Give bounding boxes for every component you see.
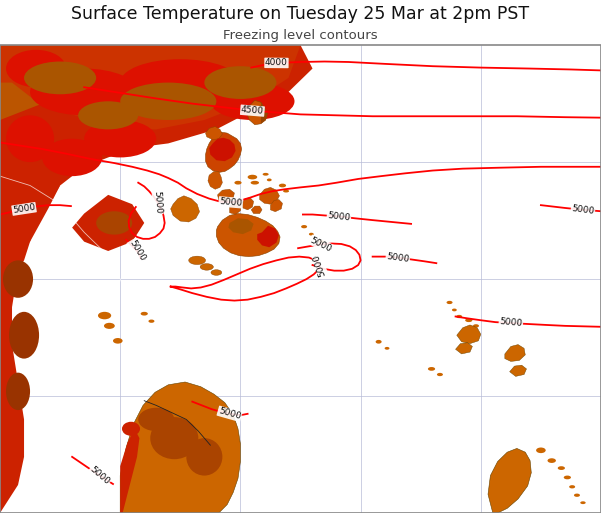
Ellipse shape bbox=[6, 50, 66, 87]
Polygon shape bbox=[505, 345, 525, 362]
Ellipse shape bbox=[210, 83, 294, 120]
Text: 5000: 5000 bbox=[312, 253, 328, 278]
Ellipse shape bbox=[141, 312, 148, 315]
Ellipse shape bbox=[318, 240, 324, 243]
Polygon shape bbox=[488, 448, 531, 513]
Text: Surface Temperature on Tuesday 25 Mar at 2pm PST: Surface Temperature on Tuesday 25 Mar at… bbox=[72, 5, 529, 23]
Polygon shape bbox=[230, 201, 242, 214]
Text: 4000: 4000 bbox=[265, 58, 288, 68]
Polygon shape bbox=[206, 127, 222, 140]
Ellipse shape bbox=[84, 120, 156, 157]
Polygon shape bbox=[216, 213, 280, 256]
Text: 5000: 5000 bbox=[12, 203, 36, 215]
Ellipse shape bbox=[279, 184, 286, 187]
Polygon shape bbox=[260, 187, 279, 204]
Polygon shape bbox=[510, 365, 526, 377]
Ellipse shape bbox=[113, 338, 123, 344]
Ellipse shape bbox=[3, 261, 33, 298]
Polygon shape bbox=[457, 325, 481, 344]
Polygon shape bbox=[270, 200, 282, 212]
Polygon shape bbox=[0, 45, 150, 120]
Ellipse shape bbox=[189, 256, 206, 265]
Text: 5000: 5000 bbox=[88, 465, 111, 486]
Polygon shape bbox=[246, 101, 267, 125]
Text: 5000: 5000 bbox=[309, 235, 333, 253]
Ellipse shape bbox=[211, 270, 222, 275]
Ellipse shape bbox=[200, 264, 213, 270]
Ellipse shape bbox=[574, 494, 580, 497]
Text: 5000: 5000 bbox=[327, 211, 351, 222]
Polygon shape bbox=[72, 195, 144, 251]
Text: 5000: 5000 bbox=[127, 239, 147, 263]
Polygon shape bbox=[209, 138, 236, 161]
Ellipse shape bbox=[428, 367, 435, 371]
Polygon shape bbox=[218, 189, 234, 202]
Polygon shape bbox=[0, 45, 300, 129]
Polygon shape bbox=[456, 343, 472, 354]
Ellipse shape bbox=[581, 501, 586, 504]
Ellipse shape bbox=[437, 373, 443, 376]
Polygon shape bbox=[251, 206, 262, 213]
Polygon shape bbox=[242, 198, 254, 210]
Ellipse shape bbox=[234, 181, 242, 185]
Ellipse shape bbox=[309, 233, 314, 235]
Polygon shape bbox=[171, 196, 200, 222]
Ellipse shape bbox=[148, 320, 154, 323]
Ellipse shape bbox=[283, 190, 289, 192]
Text: 5000: 5000 bbox=[152, 190, 163, 214]
Ellipse shape bbox=[473, 324, 479, 327]
Ellipse shape bbox=[204, 66, 276, 99]
Ellipse shape bbox=[6, 372, 30, 410]
Text: 5000: 5000 bbox=[218, 406, 242, 421]
Ellipse shape bbox=[30, 69, 138, 115]
Ellipse shape bbox=[301, 225, 307, 228]
Ellipse shape bbox=[385, 347, 389, 350]
Text: 5000: 5000 bbox=[219, 197, 243, 208]
Ellipse shape bbox=[24, 62, 96, 94]
Polygon shape bbox=[206, 132, 242, 172]
Ellipse shape bbox=[122, 422, 140, 436]
Polygon shape bbox=[0, 186, 60, 513]
Ellipse shape bbox=[267, 179, 272, 181]
Ellipse shape bbox=[248, 175, 257, 180]
Polygon shape bbox=[228, 218, 254, 234]
Ellipse shape bbox=[150, 417, 198, 459]
Ellipse shape bbox=[548, 458, 556, 463]
Ellipse shape bbox=[78, 101, 138, 129]
Ellipse shape bbox=[376, 340, 382, 344]
Ellipse shape bbox=[120, 59, 240, 106]
Text: 5000: 5000 bbox=[386, 251, 410, 264]
Polygon shape bbox=[257, 226, 279, 247]
Ellipse shape bbox=[263, 173, 269, 175]
Ellipse shape bbox=[569, 485, 575, 488]
Ellipse shape bbox=[456, 315, 462, 318]
Ellipse shape bbox=[251, 181, 259, 185]
Polygon shape bbox=[208, 171, 222, 189]
Polygon shape bbox=[261, 102, 267, 124]
Ellipse shape bbox=[6, 115, 54, 162]
Ellipse shape bbox=[465, 319, 472, 322]
Text: Freezing level contours: Freezing level contours bbox=[223, 29, 378, 42]
Ellipse shape bbox=[536, 447, 546, 453]
Ellipse shape bbox=[96, 211, 132, 234]
Polygon shape bbox=[120, 429, 139, 513]
Text: 5000: 5000 bbox=[571, 204, 595, 216]
Ellipse shape bbox=[452, 308, 457, 311]
Text: 4500: 4500 bbox=[240, 105, 264, 116]
Ellipse shape bbox=[138, 408, 174, 431]
Text: 5000: 5000 bbox=[499, 318, 523, 328]
Polygon shape bbox=[120, 382, 240, 513]
Ellipse shape bbox=[447, 301, 453, 304]
Ellipse shape bbox=[104, 323, 115, 329]
Ellipse shape bbox=[558, 466, 565, 470]
Ellipse shape bbox=[9, 312, 39, 359]
Ellipse shape bbox=[120, 83, 216, 120]
Ellipse shape bbox=[98, 312, 111, 319]
Ellipse shape bbox=[564, 476, 571, 479]
Ellipse shape bbox=[42, 139, 102, 176]
Polygon shape bbox=[0, 45, 313, 288]
Ellipse shape bbox=[186, 438, 222, 476]
